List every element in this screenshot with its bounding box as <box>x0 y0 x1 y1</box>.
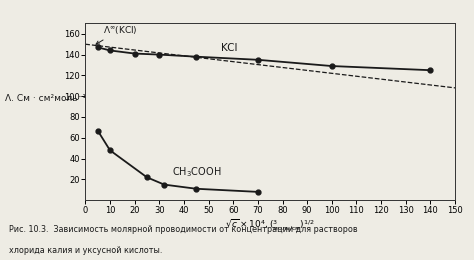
Text: хлорида калия и уксусной кислоты.: хлорида калия и уксусной кислоты. <box>9 246 163 255</box>
Text: KCl: KCl <box>221 43 237 54</box>
Text: Λ. См · см²моль⁻¹: Λ. См · см²моль⁻¹ <box>5 94 86 103</box>
X-axis label: $\sqrt{c} \times 10^4, (_{{\rm моль/см}}^3)^{1/2}$: $\sqrt{c} \times 10^4, (_{{\rm моль/см}}… <box>225 218 315 233</box>
Text: $\Lambda^{\infty}(\mathrm{KCl})$: $\Lambda^{\infty}(\mathrm{KCl})$ <box>96 24 137 44</box>
Text: Рис. 10.3.  Зависимость молярной проводимости от концентрации для растворов: Рис. 10.3. Зависимость молярной проводим… <box>9 225 358 234</box>
Text: $\mathrm{CH_3COOH}$: $\mathrm{CH_3COOH}$ <box>172 165 221 179</box>
